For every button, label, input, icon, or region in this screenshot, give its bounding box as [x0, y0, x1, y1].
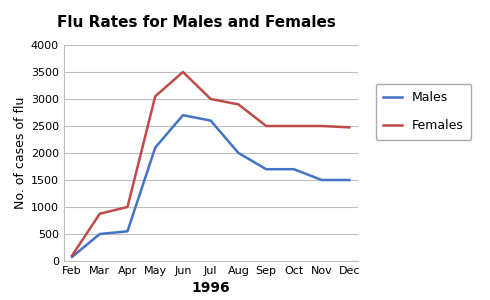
Females: [346, 125, 352, 129]
Females: [318, 124, 324, 128]
Females: [97, 212, 103, 215]
Females: [152, 94, 158, 98]
Males: [318, 178, 324, 182]
Males: [291, 167, 297, 171]
Males: [208, 119, 214, 122]
Males: [263, 167, 269, 171]
Males: [180, 113, 186, 117]
Legend: Males, Females: Males, Females: [376, 84, 471, 140]
Males: [346, 178, 352, 182]
Females: [236, 103, 242, 106]
Males: [124, 230, 130, 233]
Females: [263, 124, 269, 128]
Males: [152, 146, 158, 149]
Males: [236, 151, 242, 155]
Line: Females: Females: [72, 72, 349, 256]
Line: Males: Males: [72, 115, 349, 257]
Females: [124, 205, 130, 209]
Males: [97, 232, 103, 236]
X-axis label: 1996: 1996: [192, 281, 230, 296]
Females: [208, 97, 214, 101]
Males: [69, 255, 75, 259]
Text: Flu Rates for Males and Females: Flu Rates for Males and Females: [56, 15, 336, 30]
Y-axis label: No. of cases of flu: No. of cases of flu: [14, 97, 26, 209]
Females: [180, 70, 186, 74]
Females: [69, 254, 75, 257]
Females: [291, 124, 297, 128]
